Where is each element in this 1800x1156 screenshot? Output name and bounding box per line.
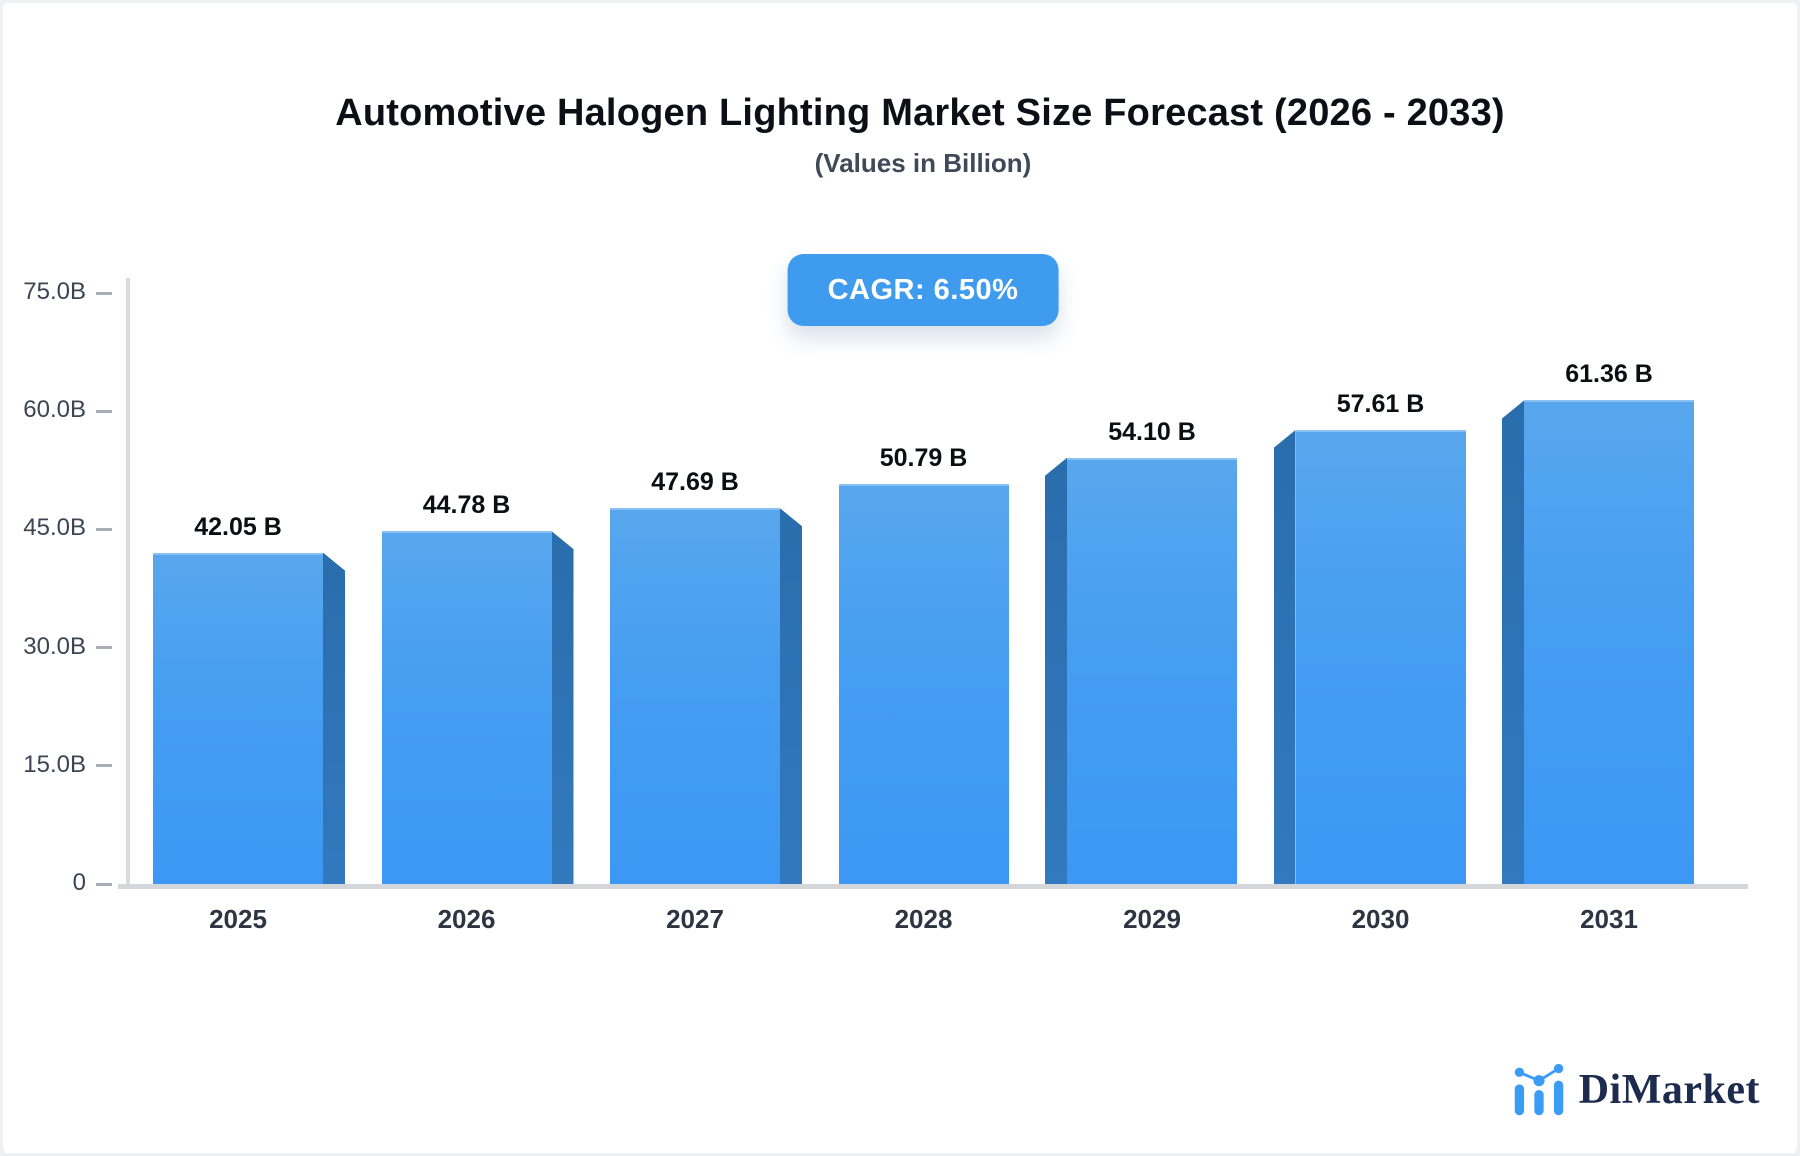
bar-chart-trend-icon [1511,1062,1567,1118]
bar-face [1067,457,1237,884]
x-axis-label-2025: 2025 [209,904,267,934]
x-axis-label-2028: 2028 [894,904,953,934]
bar-value-label: 61.36 B [1565,360,1653,389]
bar-side-face [1273,430,1296,884]
y-axis-tick-label: 30.0B [23,632,86,660]
bar-value-label: 50.79 B [879,443,968,472]
x-axis-label-2027: 2027 [666,904,724,934]
bar-face [153,552,323,884]
bar-value-label: 44.78 B [422,491,511,520]
chart-subtitle: (Values in Billion) [814,148,1032,178]
y-axis-tick [96,409,112,413]
bar-face [1524,400,1694,884]
x-axis-label-2026: 2026 [437,904,496,934]
bar-face [1295,430,1466,884]
bar-face [381,531,552,884]
bar-face [610,508,780,884]
y-axis-tick [96,527,112,531]
y-axis-tick-label: 60.0B [23,396,86,424]
brand-logo-text: DiMarket [1578,1067,1760,1113]
y-axis-tick-label: 15.0B [23,750,86,778]
cagr-badge: CAGR: 6.50% [787,254,1059,326]
y-axis-tick [96,882,112,886]
bar-value-label: 54.10 B [1108,417,1196,446]
bar-side-face [1502,400,1524,884]
y-axis-tick-label: 0 [72,869,86,896]
bar-side-face [780,508,802,884]
x-axis-label-2031: 2031 [1580,904,1638,934]
y-axis-line [126,278,130,886]
chart-title: Automotive Halogen Lighting Market Size … [335,92,1505,134]
bar-side-face [1045,457,1067,884]
bar-face [838,483,1009,884]
bar-value-label: 42.05 B [194,512,282,541]
bar-value-label: 57.61 B [1336,390,1425,419]
y-axis-tick-label: 75.0B [23,278,86,305]
y-axis-tick [96,764,112,768]
y-axis-tick [96,291,112,295]
y-axis-tick [96,646,112,650]
brand-logo: DiMarket [1511,1062,1760,1118]
bar-side-face [323,552,345,884]
bar-value-label: 47.69 B [651,468,739,497]
x-axis-label-2029: 2029 [1123,904,1181,934]
bar-side-face [551,531,574,884]
x-axis-label-2030: 2030 [1351,904,1410,934]
y-axis-tick-label: 45.0B [23,514,86,542]
x-axis-baseline [118,884,1748,889]
